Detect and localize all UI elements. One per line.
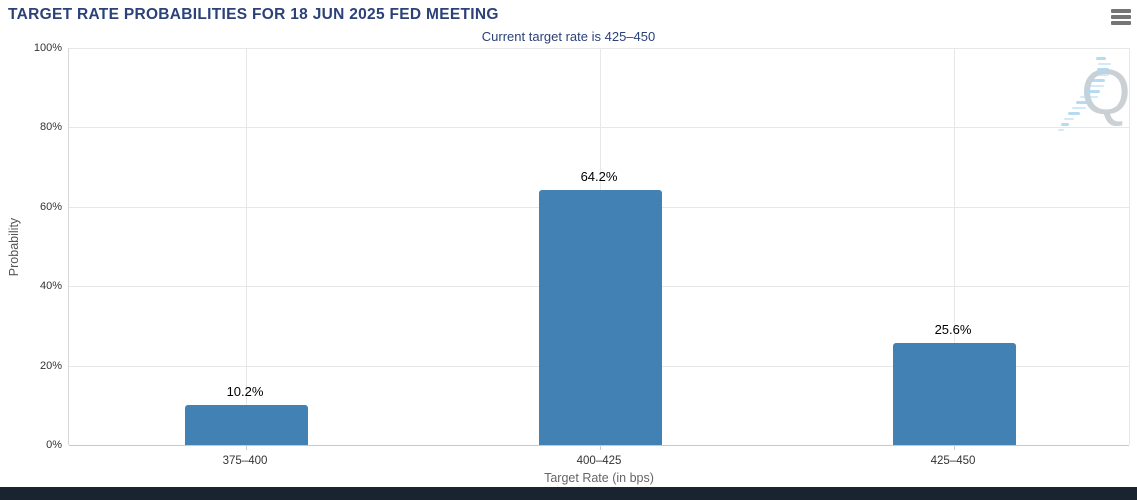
x-category-label: 400–425: [576, 455, 622, 467]
y-gridline: [69, 445, 1129, 446]
plot-area: Q: [68, 48, 1131, 450]
x-axis-title: Target Rate (in bps): [544, 471, 654, 485]
watermark-dash: [1084, 90, 1100, 93]
x-gridline: [954, 48, 955, 445]
hamburger-bar: [1111, 9, 1131, 13]
probability-bar-400–425[interactable]: [538, 190, 662, 445]
hamburger-bar: [1111, 21, 1131, 25]
x-tick: [246, 445, 247, 450]
y-axis-title: Probability: [7, 217, 21, 277]
hamburger-bar: [1111, 15, 1131, 19]
watermark-dash: [1080, 95, 1098, 99]
watermark-dash: [1097, 68, 1109, 71]
y-tick-label: 20%: [39, 359, 62, 372]
bottom-edge-bar: [0, 487, 1137, 500]
watermark-dash: [1068, 112, 1080, 115]
y-gridline: [69, 127, 1129, 129]
x-tick: [600, 445, 601, 450]
bar-value-label: 25.6%: [934, 322, 972, 338]
watermark-dash: [1091, 79, 1105, 82]
y-tick-label: 60%: [39, 200, 62, 213]
bar-value-label: 64.2%: [580, 169, 618, 185]
watermark-dash: [1076, 101, 1092, 104]
y-tick-label: 100%: [33, 42, 62, 54]
x-tick: [954, 445, 955, 450]
chart-subtitle: Current target rate is 425–450: [481, 29, 656, 44]
bar-value-label: 10.2%: [226, 383, 264, 399]
probability-bar-425–450[interactable]: [892, 343, 1016, 445]
y-tick-label: 80%: [39, 121, 62, 134]
probability-bar-375–400[interactable]: [184, 404, 308, 445]
watermark-dash: [1064, 117, 1074, 121]
watermark-dash: [1087, 84, 1104, 88]
chart-title: TARGET RATE PROBABILITIES FOR 18 JUN 202…: [8, 6, 499, 23]
watermark-dash: [1058, 128, 1064, 132]
x-category-label: 425–450: [930, 455, 976, 467]
watermark-dash: [1098, 62, 1111, 66]
watermark-dash: [1094, 73, 1109, 77]
watermark-dash: [1096, 57, 1106, 60]
y-tick-label: 40%: [39, 280, 62, 293]
x-gridline: [246, 48, 247, 445]
y-tick-label: 0%: [46, 439, 62, 451]
x-category-label: 375–400: [222, 455, 268, 467]
y-gridline: [69, 48, 1129, 49]
watermark-dash: [1072, 106, 1086, 110]
watermark-dash: [1061, 123, 1069, 126]
hamburger-menu-icon[interactable]: [1111, 9, 1131, 28]
